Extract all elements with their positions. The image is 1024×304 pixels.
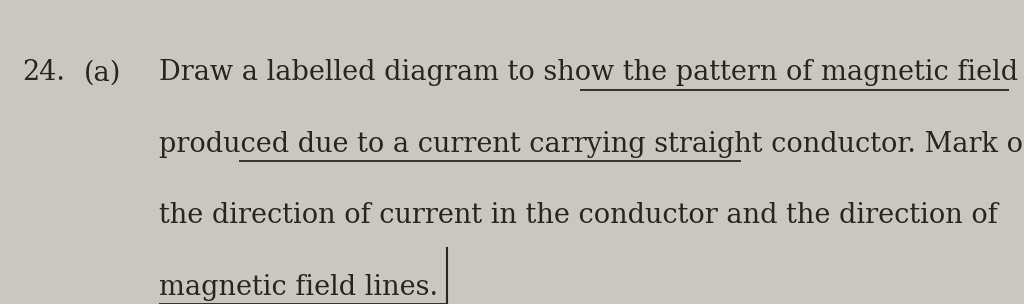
- Text: produced due to a current carrying straight conductor. Mark on it: produced due to a current carrying strai…: [159, 131, 1024, 158]
- Text: the direction of current in the conductor and the direction of: the direction of current in the conducto…: [159, 202, 997, 229]
- Text: (a): (a): [84, 60, 121, 86]
- Text: Draw a labelled diagram to show the pattern of magnetic field lines: Draw a labelled diagram to show the patt…: [159, 60, 1024, 86]
- Text: magnetic field lines.: magnetic field lines.: [159, 274, 437, 301]
- Text: 24.: 24.: [23, 60, 66, 86]
